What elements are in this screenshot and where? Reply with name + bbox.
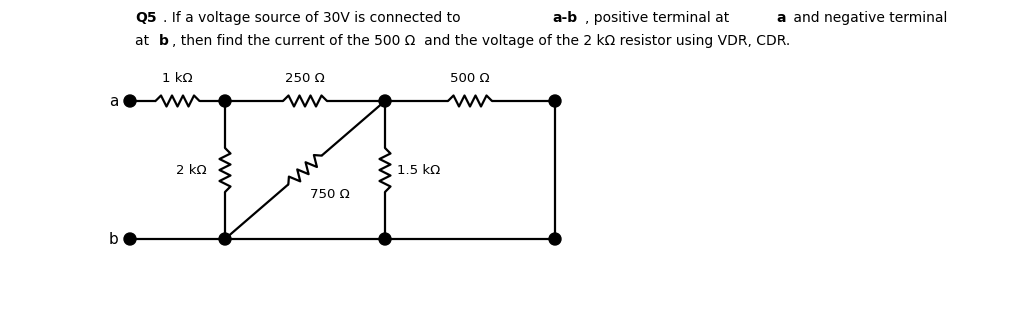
Text: b: b [109, 231, 118, 247]
Text: and negative terminal: and negative terminal [790, 11, 947, 25]
Text: . If a voltage source of 30V is connected to: . If a voltage source of 30V is connecte… [163, 11, 465, 25]
Circle shape [549, 95, 561, 107]
Text: a: a [777, 11, 786, 25]
Text: b: b [159, 34, 169, 48]
Circle shape [124, 95, 136, 107]
Text: 1 kΩ: 1 kΩ [162, 72, 193, 85]
Text: a: a [109, 94, 118, 109]
Text: , then find the current of the 500 Ω  and the voltage of the 2 kΩ resistor using: , then find the current of the 500 Ω and… [172, 34, 790, 48]
Text: Q5: Q5 [135, 11, 157, 25]
Circle shape [219, 95, 231, 107]
Circle shape [549, 233, 561, 245]
Circle shape [379, 95, 391, 107]
Circle shape [219, 233, 231, 245]
Text: 1.5 kΩ: 1.5 kΩ [397, 164, 440, 177]
Circle shape [379, 233, 391, 245]
Text: at: at [135, 34, 154, 48]
Text: a-b: a-b [553, 11, 578, 25]
Text: , positive terminal at: , positive terminal at [585, 11, 733, 25]
Text: 2 kΩ: 2 kΩ [176, 164, 207, 177]
Text: 500 Ω: 500 Ω [451, 72, 489, 85]
Text: 250 Ω: 250 Ω [285, 72, 325, 85]
Text: 750 Ω: 750 Ω [310, 188, 350, 201]
Circle shape [124, 233, 136, 245]
